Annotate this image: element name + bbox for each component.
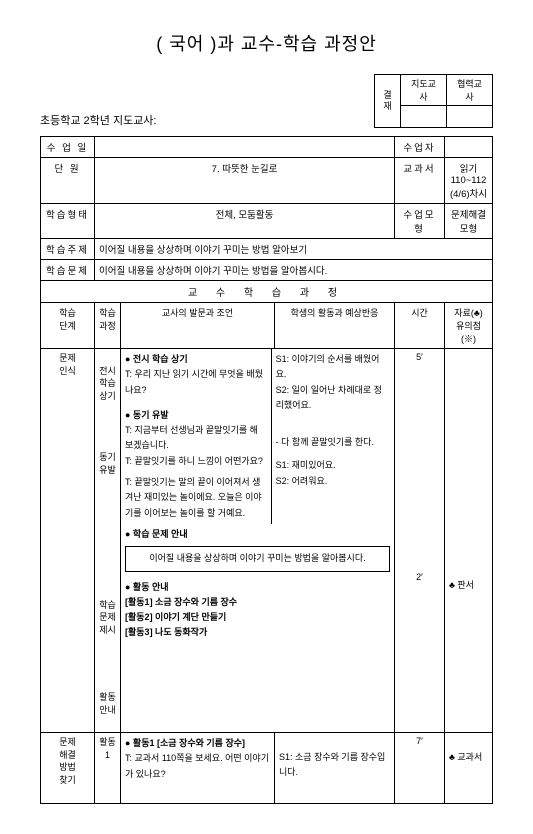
act-1: [활동1] 소금 장수와 기름 장수: [125, 595, 390, 610]
time-2: 2′: [399, 572, 440, 582]
label-topic: 학습주제: [41, 239, 95, 260]
page-title: ( 국어 )과 교수-학습 과정안: [40, 30, 493, 56]
note-b2: ♣ 교과서: [445, 732, 493, 803]
time-1: 5′: [399, 352, 440, 362]
s-a-1a: S1: 이야기의 순서를 배웠어요.: [276, 352, 390, 383]
note-2: ♣ 판서: [449, 578, 488, 591]
stage-2: 문제 해결 방법 찾기: [41, 732, 95, 803]
t-q-2b: T: 끝말잇기를 하니 느낌이 어떤가요?: [125, 454, 267, 469]
label-form: 학습형태: [41, 204, 95, 239]
label-problem: 학습문제: [41, 260, 95, 281]
s-a-1b: S2: 일이 일어난 차례대로 정리했어요.: [276, 383, 390, 414]
col-notes: 자료(♣) 유의점(※): [445, 303, 493, 349]
approval-sign2: [447, 106, 493, 128]
student-2: S1: 소금 장수와 기름 장수입니다.: [275, 732, 395, 803]
teacher-2: ● 활동1 [소금 장수와 기름 장수] T: 교과서 110쪽을 보세요. 어…: [121, 732, 275, 803]
process-header: 교 수 학 습 과 정: [41, 281, 493, 303]
label-textbook: 교과서: [395, 158, 445, 204]
col-time: 시간: [395, 303, 445, 349]
t-q-2c: T: 끝말잇기는 말의 끝이 이어져서 생겨난 재미있는 놀이에요. 오늘은 이…: [125, 475, 267, 521]
stage-1: 문제 인식: [41, 349, 95, 733]
value-date: [95, 137, 395, 158]
s-a-2b2: S2: 어려워요.: [276, 474, 390, 489]
s-a-2: - 다 함께 끝말잇기를 한다.: [276, 435, 390, 450]
value-problem: 이어질 내용을 상상하며 이야기 꾸미는 방법을 알아봅시다.: [95, 260, 493, 281]
t-head-4: ● 활동 안내: [125, 580, 390, 595]
label-model: 수업모형: [395, 204, 445, 239]
approval-side-label: 결재: [375, 75, 401, 128]
value-textbook: 읽기 110~112 (4/6)차시: [445, 158, 493, 204]
school-info: 초등학교 2학년 지도교사:: [40, 112, 157, 128]
label-unit: 단 원: [41, 158, 95, 204]
label-teacher: 수업자: [395, 137, 445, 158]
t-head-2: ● 동기 유발: [125, 408, 267, 423]
act-3: [활동3] 나도 동화작가: [125, 625, 390, 640]
approval-col2-label: 협력교사: [447, 75, 493, 106]
proc-1c: 학습 문제 제시: [99, 599, 116, 637]
proc-col-1: 전시 학습 상기 동기 유발 학습 문제 제시 활동 안내: [95, 349, 121, 733]
info-table: 수 업 일 수업자 단 원 7. 따뜻한 눈길로 교과서 읽기 110~112 …: [40, 136, 493, 804]
time-col-1: 5′ 2′: [395, 349, 445, 733]
label-date: 수 업 일: [41, 137, 95, 158]
t-q-2a: T: 지금부터 선생님과 끝말잇기를 해 보겠습니다.: [125, 423, 267, 454]
value-topic: 이어질 내용을 상상하며 이야기 꾸미는 방법 알아보기: [95, 239, 493, 260]
proc-2: 활동1: [95, 732, 121, 803]
col-teacher-q: 교사의 발문과 조언: [121, 303, 275, 349]
t-head-3: ● 학습 문제 안내: [125, 527, 390, 542]
value-model: 문제해결모형: [445, 204, 493, 239]
boxed-problem: 이어질 내용을 상상하며 이야기 꾸미는 방법을 알아봅시다.: [125, 546, 390, 571]
act-2: [활동2] 이야기 계단 만들기: [125, 610, 390, 625]
t-q-1: T: 우리 지난 읽기 시간에 무엇을 배웠나요?: [125, 367, 267, 398]
value-teacher: [445, 137, 493, 158]
t-head-1: ● 전시 학습 상기: [125, 352, 267, 367]
t-head-b2: ● 활동1 [소금 장수와 기름 장수]: [125, 736, 270, 751]
approval-sign1: [401, 106, 447, 128]
proc-1a: 전시 학습 상기: [99, 365, 116, 403]
approval-table: 결재 지도교사 협력교사: [374, 74, 493, 128]
t-q-b2: T: 교과서 110쪽을 보세요. 어떤 이야기가 있나요?: [125, 751, 270, 782]
proc-1b: 동기 유발: [99, 451, 116, 476]
note-b2-text: ♣ 교과서: [449, 750, 488, 763]
col-stage: 학습 단계: [41, 303, 95, 349]
s-a-b2: S1: 소금 장수와 기름 장수입니다.: [279, 750, 390, 781]
header-row: 초등학교 2학년 지도교사: 결재 지도교사 협력교사: [40, 74, 493, 128]
value-unit: 7. 따뜻한 눈길로: [95, 158, 395, 204]
col-proc: 학습 과정: [95, 303, 121, 349]
time-b2: 7′: [395, 732, 445, 803]
proc-1d: 활동 안내: [99, 691, 116, 716]
col-student: 학생의 활동과 예상반응: [275, 303, 395, 349]
s-a-2b1: S1: 재미있어요.: [276, 458, 390, 473]
approval-col1-label: 지도교사: [401, 75, 447, 106]
value-form: 전체, 모둠활동: [95, 204, 395, 239]
note-col-1: ♣ 판서: [445, 349, 493, 733]
